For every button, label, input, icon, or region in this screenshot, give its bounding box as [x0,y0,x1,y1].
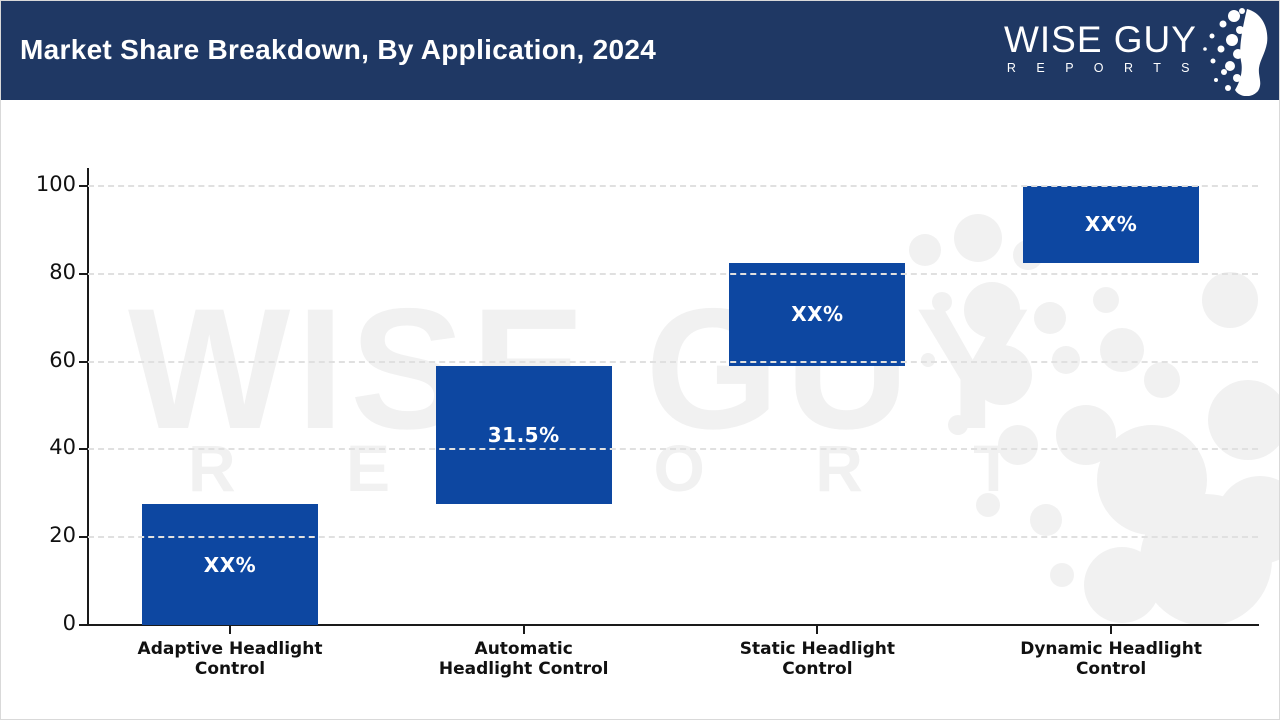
x-axis-line [87,624,1259,626]
y-gridline [88,185,1258,187]
waterfall-bar-segment: XX% [729,262,906,366]
waterfall-bar-segment: XX% [1023,186,1200,263]
y-tick-label: 0 [62,611,76,635]
waterfall-bar-segment: XX% [142,504,318,625]
y-tick-label: 20 [49,523,76,548]
y-gridline [88,272,1258,275]
y-tick-mark [79,360,87,363]
x-category-label: Adaptive Headlight Control [100,639,360,679]
x-category-label: Dynamic Headlight Control [981,639,1241,679]
y-tick-label: 60 [49,347,76,372]
logo-reports-text: R E P O R T S [1006,61,1198,75]
x-category-label-line: Control [194,659,266,679]
x-category-label-line: Adaptive Headlight [137,639,323,659]
y-tick-mark [79,624,87,626]
x-tick-mark [522,626,525,634]
y-gridline [88,448,1258,451]
wise-guy-reports-logo: WISE GUY R E P O R T S [1004,0,1268,100]
y-tick-label: 80 [49,259,76,284]
x-category-label: Static Headlight Control [687,639,947,679]
y-tick-mark [79,272,87,275]
x-category-label-line: Static Headlight [739,639,896,659]
logo-wiseguy-text: WISE GUY [1003,19,1197,60]
x-category-label-line: Dynamic Headlight [1020,639,1202,659]
x-category-label-line: Control [1075,659,1147,679]
header-banner: Market Share Breakdown, By Application, … [0,0,1280,100]
x-category-label: Automatic Headlight Control [394,639,654,679]
bar-value-label: 31.5% [487,423,560,448]
y-gridline [88,360,1258,363]
x-tick-mark [816,626,819,634]
bar-value-label: XX% [203,552,257,577]
waterfall-bar-segment: 31.5% [435,365,612,505]
y-gridline [88,536,1258,539]
y-tick-mark [79,536,87,539]
bar-value-label: XX% [1084,212,1138,237]
logo-head-icon [1203,8,1268,96]
y-tick-mark [79,448,87,451]
x-tick-mark [229,626,231,634]
x-category-label-line: Control [782,659,853,679]
logo-text: WISE GUY R E P O R T S [1003,19,1198,75]
chart-title: Market Share Breakdown, By Application, … [20,34,657,65]
x-category-label-line: Headlight Control [438,659,609,679]
y-tick-label: 40 [49,435,76,460]
x-tick-mark [1110,626,1113,634]
bar-value-label: XX% [791,302,844,327]
y-tick-label: 100 [35,172,76,196]
y-tick-mark [79,185,87,187]
x-category-label-line: Automatic [474,639,573,659]
y-axis-line [87,168,89,626]
